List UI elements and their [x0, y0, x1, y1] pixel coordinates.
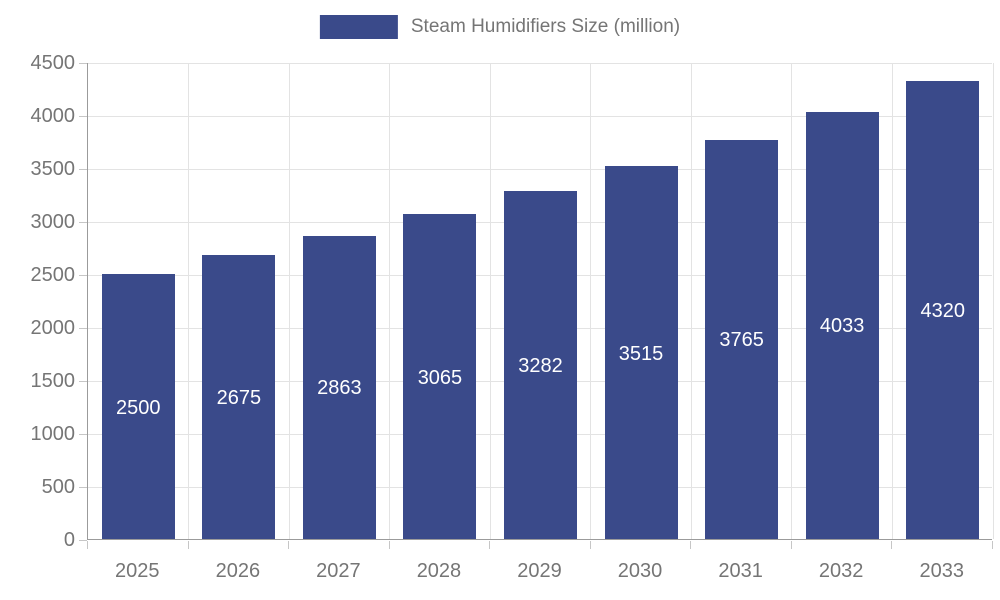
x-tick-label: 2033 [919, 560, 964, 582]
x-tick-label: 2025 [115, 560, 160, 582]
y-tick-label: 4000 [30, 105, 76, 127]
gridline-x [992, 63, 994, 539]
gridline-x [489, 63, 491, 539]
x-axis-tick [489, 541, 491, 549]
y-axis-tick [79, 275, 87, 276]
x-tick-label: 2027 [316, 560, 361, 582]
y-tick-label: 4500 [30, 52, 76, 74]
y-tick-label: 3500 [30, 158, 76, 180]
gridline-x [891, 63, 893, 539]
x-axis-tick [690, 541, 692, 549]
y-axis-tick [79, 116, 87, 117]
y-tick-label: 3000 [30, 211, 76, 233]
x-axis-tick [891, 541, 893, 549]
x-tick-label: 2028 [416, 560, 462, 582]
gridline-x [590, 63, 592, 539]
x-axis-tick [589, 541, 591, 549]
y-axis-tick [79, 540, 87, 541]
bar-2029[interactable] [504, 191, 577, 539]
gridline-x [188, 63, 190, 539]
bar-2032[interactable] [805, 111, 879, 539]
y-axis-tick [79, 222, 87, 223]
legend[interactable]: Steam Humidifiers Size (million) [319, 15, 681, 39]
x-axis-tick [87, 541, 88, 549]
bar-2030[interactable] [604, 166, 678, 539]
y-axis-tick [79, 434, 87, 435]
plot-area: 2500 2675 2863 3065 3282 3515 3765 4033 4320 [87, 62, 994, 540]
bar-2026[interactable] [202, 255, 276, 539]
y-tick-label: 1000 [30, 423, 76, 445]
x-axis-tick [187, 541, 189, 549]
y-axis-tick [79, 63, 87, 64]
y-tick-label: 2000 [30, 317, 76, 339]
x-axis-tick [992, 541, 993, 549]
gridline-y-4000 [88, 115, 992, 117]
gridline-x [288, 63, 290, 539]
y-tick-label: 500 [41, 476, 75, 498]
legend-label: Steam Humidifiers Size (million) [410, 16, 681, 37]
x-tick-label: 2032 [818, 560, 864, 582]
y-axis-tick [79, 328, 87, 329]
y-tick-label: 0 [63, 529, 75, 551]
x-axis-tick [388, 541, 390, 549]
x-axis-tick [790, 541, 792, 549]
x-axis-tick [288, 541, 290, 549]
gridline-x [690, 63, 692, 539]
bar-2027[interactable] [302, 235, 376, 539]
bar-2025[interactable] [101, 274, 175, 539]
legend-swatch-icon [319, 15, 398, 39]
y-tick-label: 1500 [30, 370, 76, 392]
gridline-y-4500 [88, 62, 992, 64]
bar-2031[interactable] [705, 139, 779, 539]
bar-2033[interactable] [906, 81, 980, 539]
y-axis-tick [79, 487, 87, 488]
bar-2028[interactable] [403, 214, 477, 539]
x-tick-label: 2031 [718, 560, 763, 582]
x-tick-label: 2026 [215, 560, 261, 582]
gridline-x [791, 63, 793, 539]
gridline-x [389, 63, 391, 539]
x-tick-label: 2029 [517, 560, 562, 582]
x-tick-label: 2030 [617, 560, 663, 582]
y-axis-tick [79, 381, 87, 382]
y-tick-label: 2500 [30, 264, 76, 286]
gridline-y-3500 [88, 168, 992, 170]
y-axis-tick [79, 169, 87, 170]
